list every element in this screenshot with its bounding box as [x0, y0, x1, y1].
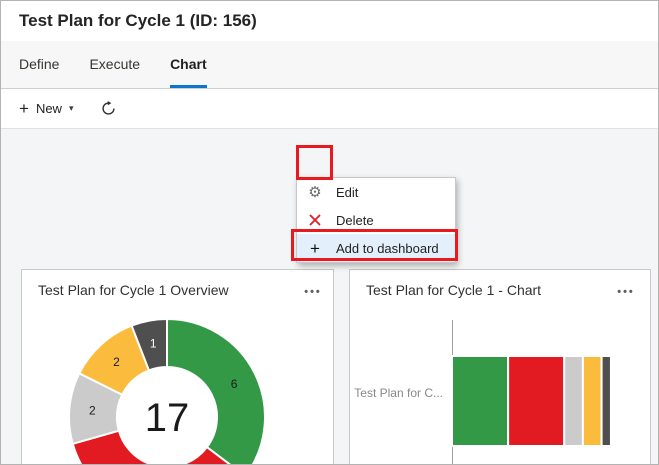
donut-slice-passed — [166, 317, 266, 464]
menu-item-add-to-dashboard-label: Add to dashboard — [336, 240, 439, 256]
tab-bar: Define Execute Chart — [1, 41, 658, 89]
donut-center-total: 17 — [145, 396, 190, 440]
donut-slice-value: 1 — [150, 336, 157, 350]
donut-slice-value: 6 — [231, 377, 238, 391]
page-title: Test Plan for Cycle 1 (ID: 156) — [19, 11, 257, 30]
menu-item-edit-label: Edit — [336, 184, 359, 200]
donut-slice-value: 2 — [113, 355, 120, 369]
donut-slice-value: 2 — [89, 403, 96, 417]
new-button-label: New — [35, 101, 62, 116]
chart-widget-menu-button[interactable]: ••• — [610, 277, 642, 306]
tab-define-label: Define — [19, 56, 60, 72]
bar-category-label: Test Plan for C... — [354, 386, 443, 400]
chevron-down-icon: ▾ — [68, 103, 74, 113]
chart-widget-title: Test Plan for Cycle 1 - Chart — [366, 282, 542, 298]
gear-icon: ⚙ — [308, 183, 322, 201]
tab-execute-label: Execute — [89, 56, 141, 72]
bar-segment-passed — [451, 355, 510, 447]
refresh-icon — [102, 101, 116, 115]
plus-icon: + — [310, 238, 320, 258]
bar-segment-blocked — [600, 355, 612, 447]
tab-execute[interactable]: Execute — [89, 41, 140, 88]
menu-item-add-to-dashboard[interactable]: + Add to dashboard — [297, 234, 455, 262]
overview-widget: Test Plan for Cycle 1 Overview ••• 66221… — [21, 269, 334, 464]
overview-widget-menu-button[interactable]: ••• — [297, 277, 329, 306]
overview-widget-title: Test Plan for Cycle 1 Overview — [38, 282, 229, 298]
menu-item-edit[interactable]: ⚙ Edit — [297, 178, 455, 206]
bar-segment-failed — [507, 355, 566, 447]
donut-slice-blocked — [130, 317, 168, 372]
tab-chart-label: Chart — [170, 56, 207, 72]
donut-chart: 66221 17 — [68, 317, 266, 464]
delete-x-icon — [307, 214, 323, 226]
menu-item-delete-label: Delete — [336, 212, 374, 228]
stacked-bar-chart: 05101520 — [451, 320, 612, 464]
toolbar: + New ▾ — [1, 89, 658, 129]
menu-item-delete[interactable]: Delete — [297, 206, 455, 234]
chart-widget: Test Plan for Cycle 1 - Chart ••• Test P… — [349, 269, 651, 464]
donut-slice-failed — [71, 429, 231, 464]
tab-define[interactable]: Define — [19, 41, 59, 88]
ellipsis-icon: ••• — [617, 285, 635, 298]
ellipsis-icon: ••• — [304, 285, 322, 298]
plus-icon: + — [19, 99, 29, 118]
widget-context-menu: ⚙ Edit Delete + Add to dashboard — [296, 177, 456, 263]
new-button[interactable]: + New ▾ — [19, 100, 73, 117]
tab-chart[interactable]: Chart — [170, 41, 207, 88]
refresh-button[interactable] — [101, 101, 116, 116]
bar-segment-paused — [563, 355, 584, 447]
bar-segment-in-progress — [581, 355, 603, 447]
